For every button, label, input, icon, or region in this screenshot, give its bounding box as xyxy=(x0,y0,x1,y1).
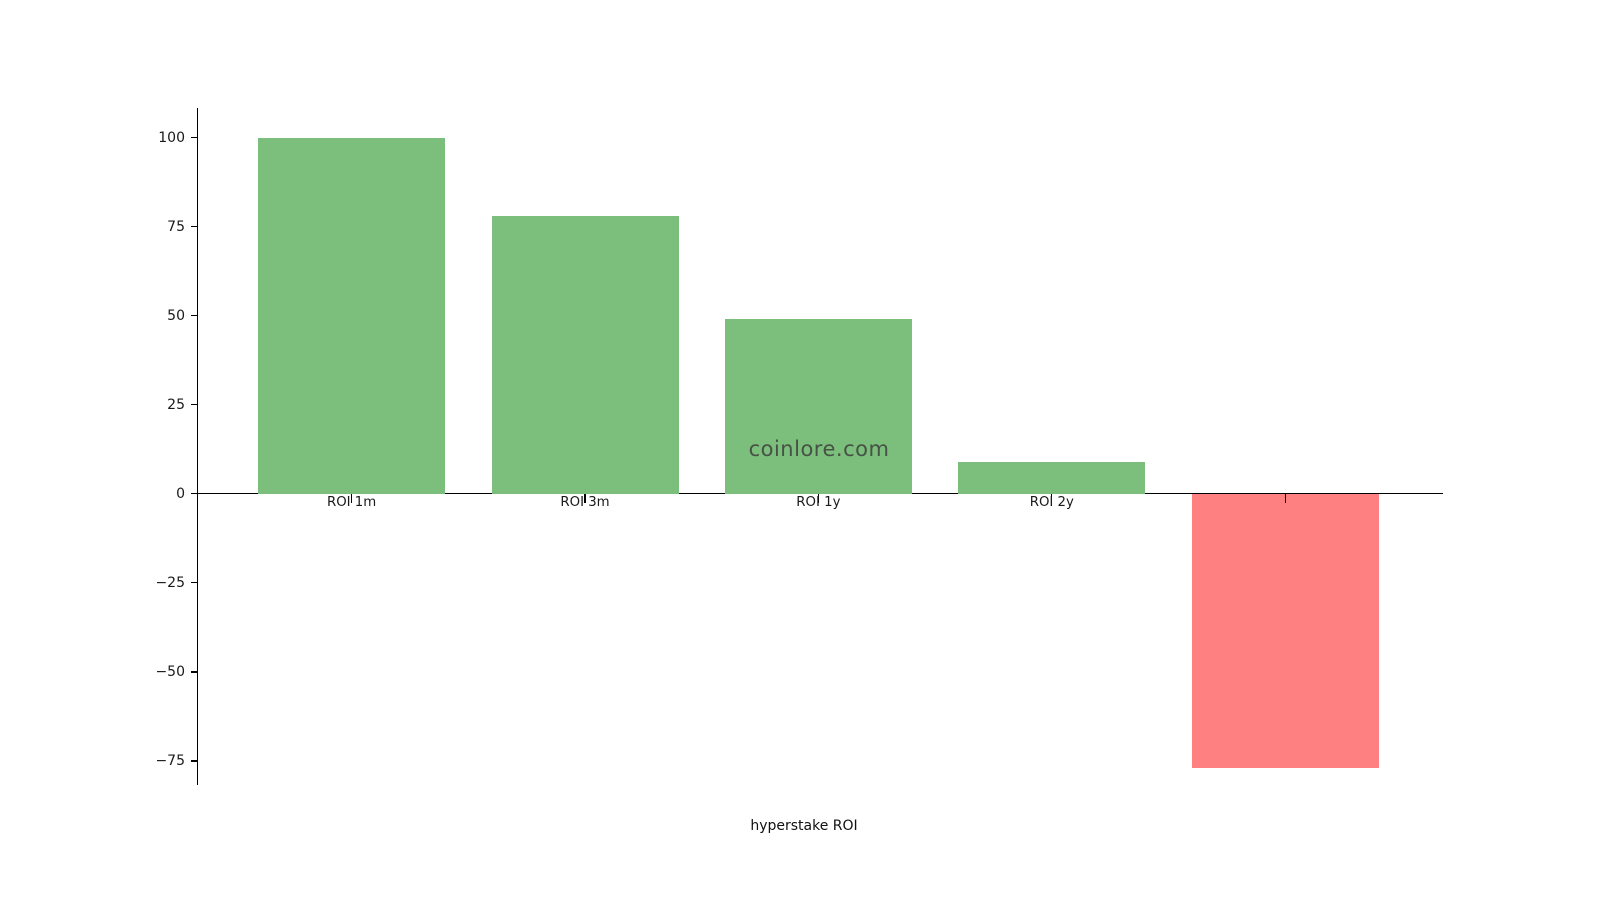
x-tick-label: ROI 3m xyxy=(560,494,610,510)
y-tick-label: 75 xyxy=(167,218,185,235)
y-tick-label: −50 xyxy=(155,663,185,680)
y-tick-mark xyxy=(190,582,197,584)
watermark: coinlore.com xyxy=(748,437,890,461)
chart-title: hyperstake ROI xyxy=(750,818,858,834)
x-tick-mark xyxy=(1284,493,1286,503)
x-tick-label: ROI 2y xyxy=(1029,494,1074,510)
x-tick-label: ROI 1y xyxy=(796,494,841,510)
y-axis-line xyxy=(196,108,198,785)
y-tick-mark xyxy=(190,493,197,495)
y-tick-label: 50 xyxy=(167,307,185,324)
bar-roi-1y xyxy=(724,319,912,494)
x-tick-mark xyxy=(817,493,820,503)
y-tick-mark xyxy=(190,136,197,139)
y-tick-mark xyxy=(190,760,197,762)
x-tick-mark xyxy=(1051,493,1053,503)
bar-roi-2y xyxy=(958,461,1146,494)
x-tick-mark xyxy=(584,493,586,503)
y-tick-mark xyxy=(190,671,197,673)
y-tick-label: 100 xyxy=(158,129,185,146)
y-tick-mark xyxy=(190,404,197,406)
y-tick-label: −25 xyxy=(155,574,185,591)
y-tick-label: −75 xyxy=(155,752,185,769)
x-tick-label: ROI 1m xyxy=(326,494,377,510)
bar-roi-3m xyxy=(491,215,679,494)
bar-unlabeled xyxy=(1191,493,1379,769)
bar-roi-1m xyxy=(258,137,446,494)
y-tick-label: 0 xyxy=(176,485,185,502)
y-tick-mark xyxy=(190,315,197,317)
x-tick-mark xyxy=(350,493,353,503)
y-tick-mark xyxy=(190,226,197,228)
y-tick-label: 25 xyxy=(167,396,185,413)
